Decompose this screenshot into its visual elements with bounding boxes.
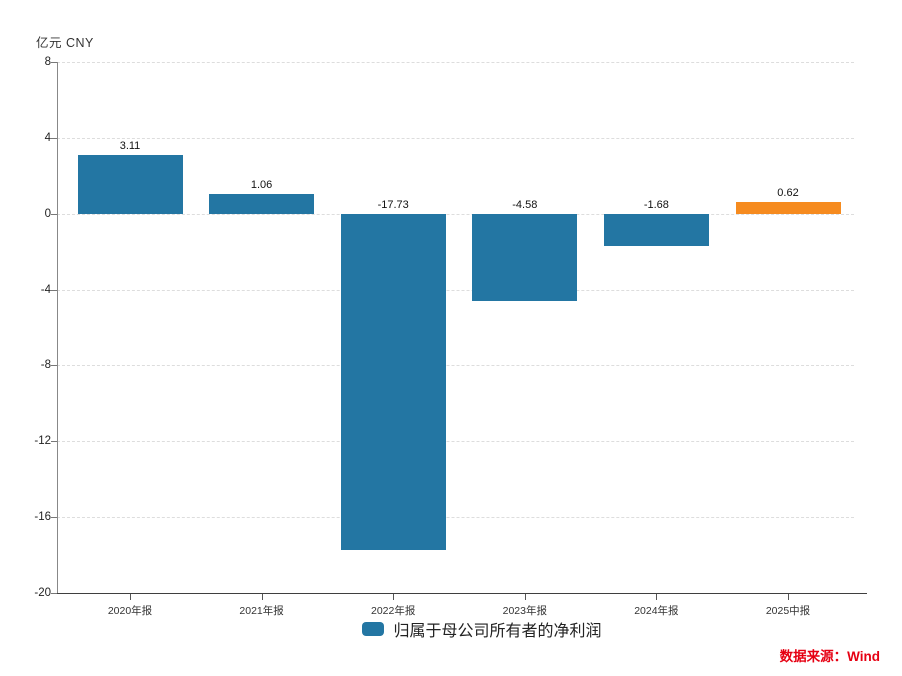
x-axis-tick bbox=[130, 594, 131, 600]
bar-2022年报[interactable] bbox=[340, 213, 446, 550]
x-axis-tick bbox=[656, 594, 658, 600]
value-label: 1.06 bbox=[250, 178, 273, 191]
value-label: -4.58 bbox=[512, 198, 538, 211]
y-axis-tick bbox=[51, 593, 57, 594]
y-axis-tick bbox=[51, 365, 57, 367]
data-source-label: 数据来源：Wind bbox=[779, 649, 880, 664]
bar-2020年报[interactable] bbox=[77, 154, 183, 214]
value-label: -1.68 bbox=[643, 198, 669, 211]
gridline bbox=[57, 289, 854, 291]
x-tick-label: 2022年报 bbox=[371, 605, 416, 617]
value-label: 3.11 bbox=[119, 139, 141, 152]
x-axis-tick bbox=[261, 594, 263, 600]
y-tick-label: -12 bbox=[34, 435, 51, 448]
y-tick-label: -16 bbox=[34, 511, 51, 524]
y-tick-label: -4 bbox=[40, 283, 51, 296]
value-label: -17.73 bbox=[377, 198, 409, 211]
x-tick-label: 2024年报 bbox=[634, 605, 679, 617]
bar-2025中报[interactable] bbox=[735, 201, 841, 214]
value-label: 0.62 bbox=[777, 186, 799, 199]
x-axis-tick bbox=[393, 594, 395, 600]
x-axis-tick bbox=[524, 594, 526, 600]
gridline bbox=[57, 517, 854, 519]
legend-swatch bbox=[362, 622, 385, 636]
gridline bbox=[57, 62, 854, 63]
plot-area: 8 4 0 -4 -8 -12 -16 -20 3.11 2020年报 1.06 2021年报 -17.… bbox=[34, 56, 867, 617]
y-axis-line bbox=[57, 62, 58, 593]
y-tick-label: 8 bbox=[44, 56, 51, 68]
x-axis-tick bbox=[788, 594, 789, 600]
y-axis-tick bbox=[51, 289, 57, 291]
y-axis-unit-label: 亿元 CNY bbox=[36, 36, 94, 50]
y-tick-label: 4 bbox=[44, 131, 51, 144]
x-axis-line bbox=[57, 593, 867, 594]
x-tick-label: 2023年报 bbox=[502, 605, 547, 617]
y-axis-tick bbox=[51, 213, 57, 215]
x-tick-label: 2021年报 bbox=[239, 605, 284, 617]
x-tick-label: 2025中报 bbox=[765, 605, 811, 617]
bar-2024年报[interactable] bbox=[603, 213, 709, 246]
x-tick-label: 2020年报 bbox=[107, 605, 153, 617]
y-axis-tick bbox=[51, 441, 57, 443]
y-tick-label: -8 bbox=[40, 359, 51, 372]
bar-2021年报[interactable] bbox=[209, 193, 315, 214]
y-axis-tick bbox=[51, 137, 57, 139]
gridline bbox=[57, 365, 854, 367]
y-tick-label: -20 bbox=[34, 587, 51, 599]
y-tick-label: 0 bbox=[44, 207, 51, 220]
gridline bbox=[57, 213, 854, 215]
gridline bbox=[57, 137, 854, 139]
y-axis-tick bbox=[51, 62, 57, 63]
legend[interactable]: 归属于母公司所有者的净利润 bbox=[31, 618, 902, 640]
y-axis-tick bbox=[51, 517, 57, 519]
bar-2023年报[interactable] bbox=[472, 213, 578, 301]
legend-label: 归属于母公司所有者的净利润 bbox=[393, 623, 602, 640]
gridline bbox=[57, 441, 854, 443]
